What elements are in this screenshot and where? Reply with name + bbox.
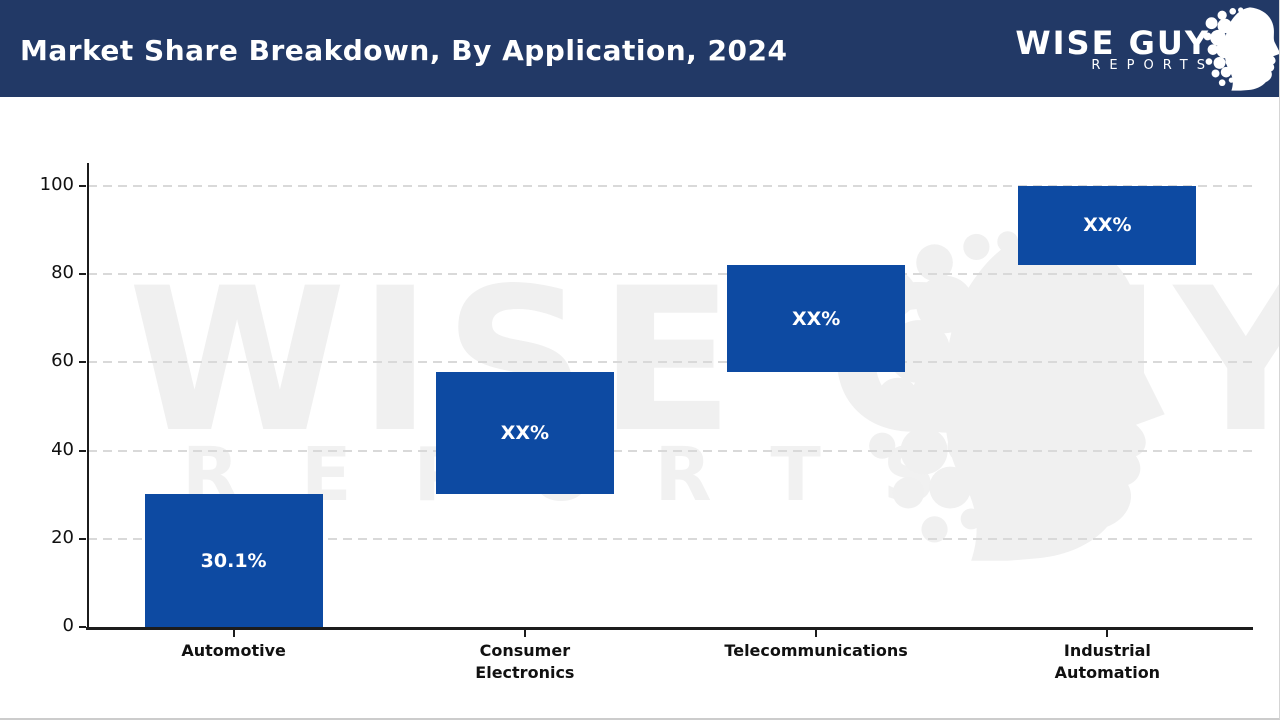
- gridline-20: [88, 537, 1253, 540]
- chart-plot-area: 0 20 40 60 80 100 30.1% Automotive XX% Consumer E…: [0, 97, 1279, 718]
- y-tick-80: [79, 273, 86, 276]
- y-tick-label-0: 0: [62, 615, 74, 636]
- y-tick-100: [79, 185, 86, 187]
- y-tick-0: [79, 626, 86, 628]
- bar-telecommunications: XX%: [727, 264, 906, 373]
- x-tick-label-consumer-electronics: Consumer Electronics: [475, 641, 575, 682]
- y-axis-spine: [87, 163, 89, 630]
- page-title: Market Share Breakdown, By Application, …: [20, 34, 788, 67]
- x-axis-spine: [86, 627, 1253, 630]
- bar-value-label: XX%: [791, 307, 841, 330]
- logo-wordmark: WISE GUY: [1015, 24, 1210, 62]
- x-tick-industrial-automation: [1106, 630, 1109, 637]
- x-tick-telecommunications: [815, 630, 818, 637]
- header: Market Share Breakdown, By Application, …: [0, 0, 1279, 97]
- y-tick-label-100: 100: [39, 174, 74, 195]
- bar-industrial-automation: XX%: [1018, 186, 1197, 265]
- x-tick-label-automotive: Automotive: [181, 641, 286, 660]
- logo-subtitle: REPORTS: [1091, 58, 1214, 73]
- gridline-40: [88, 449, 1253, 452]
- bar-consumer-electronics: XX%: [435, 372, 614, 495]
- gridline-100: [88, 185, 1253, 187]
- x-tick-automotive: [232, 630, 235, 637]
- y-tick-label-20: 20: [51, 526, 74, 548]
- y-tick-label-80: 80: [51, 262, 74, 284]
- x-tick-label-telecommunications: Telecommunications: [724, 641, 908, 660]
- gridline-80: [88, 273, 1253, 276]
- x-tick-label-industrial-automation: Industrial Automation: [1054, 641, 1161, 682]
- bar-value-label: XX%: [1083, 214, 1132, 237]
- y-tick-60: [79, 361, 86, 364]
- y-tick-label-60: 60: [51, 350, 74, 372]
- x-tick-consumer-electronics: [523, 630, 526, 637]
- y-tick-20: [79, 537, 86, 540]
- wiseguy-logo: WISE GUY REPORTS: [1015, 0, 1279, 97]
- y-tick-40: [79, 449, 86, 452]
- bar-automotive: 30.1%: [144, 494, 323, 627]
- y-tick-label-40: 40: [51, 438, 74, 460]
- dotted-head-icon: [1203, 7, 1279, 91]
- bar-value-label: XX%: [500, 422, 550, 445]
- bar-value-label: 30.1%: [200, 549, 267, 572]
- gridline-60: [88, 361, 1253, 364]
